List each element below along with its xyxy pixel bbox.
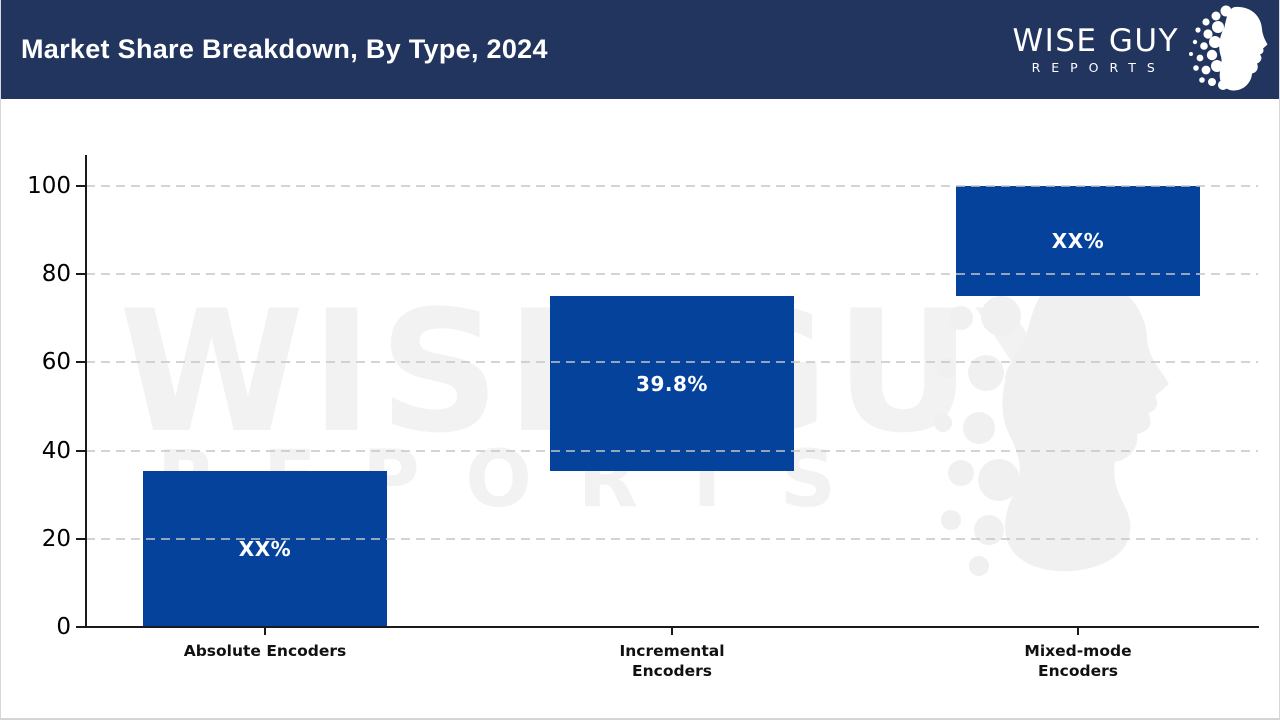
y-axis-tick <box>76 626 86 628</box>
x-category-label-line: Encoders <box>1038 662 1118 680</box>
y-axis-tick <box>76 449 86 452</box>
gridline <box>86 449 1258 452</box>
y-axis-line <box>85 155 87 628</box>
x-axis-line <box>85 626 1259 628</box>
x-axis-tick <box>264 628 266 635</box>
y-tick-label: 80 <box>41 261 71 288</box>
y-tick-label: 60 <box>41 349 71 376</box>
page-title: Market Share Breakdown, By Type, 2024 <box>21 34 548 64</box>
y-axis-tick <box>76 184 86 187</box>
x-axis-tick <box>1077 628 1079 635</box>
y-tick-label: 40 <box>41 437 71 464</box>
y-tick-label: 20 <box>41 525 71 552</box>
gridline <box>86 537 1258 540</box>
x-category-label: Incremental Encoders <box>542 641 802 681</box>
y-axis-tick <box>76 273 86 276</box>
logo-wordmark-block: WISE GUY REPORTS <box>1012 25 1179 75</box>
y-tick-label: 100 <box>27 172 71 199</box>
x-category-label-line: Absolute Encoders <box>183 642 347 660</box>
y-axis-tick <box>76 361 86 364</box>
x-category-label-line: Encoders <box>632 662 712 680</box>
y-tick-label: 0 <box>56 614 71 640</box>
x-category-label: Absolute Encoders <box>135 641 395 661</box>
gridline <box>86 273 1258 276</box>
bar-value-label: XX% <box>1051 228 1105 253</box>
bar-segment <box>956 185 1200 296</box>
logo-wordmark: WISE GUY <box>1012 22 1179 59</box>
logo-face-icon <box>1189 5 1268 91</box>
header: Market Share Breakdown, By Type, 2024 WI… <box>1 0 1279 99</box>
bar-value-label: XX% <box>238 537 292 562</box>
x-category-label-line: Incremental <box>619 642 725 660</box>
brand-logo: WISE GUY REPORTS <box>1012 4 1269 96</box>
gridline <box>86 184 1258 187</box>
bar-value-label: 39.8% <box>636 371 708 396</box>
x-category-label: Mixed-mode Encoders <box>948 641 1208 681</box>
y-axis-tick <box>76 537 86 540</box>
gridline <box>86 361 1258 364</box>
x-category-label-line: Mixed-mode <box>1024 642 1132 660</box>
logo-subtext: REPORTS <box>1031 59 1166 75</box>
x-axis-tick <box>671 628 673 635</box>
bar-segment <box>143 471 387 627</box>
bar-segment <box>550 295 794 472</box>
